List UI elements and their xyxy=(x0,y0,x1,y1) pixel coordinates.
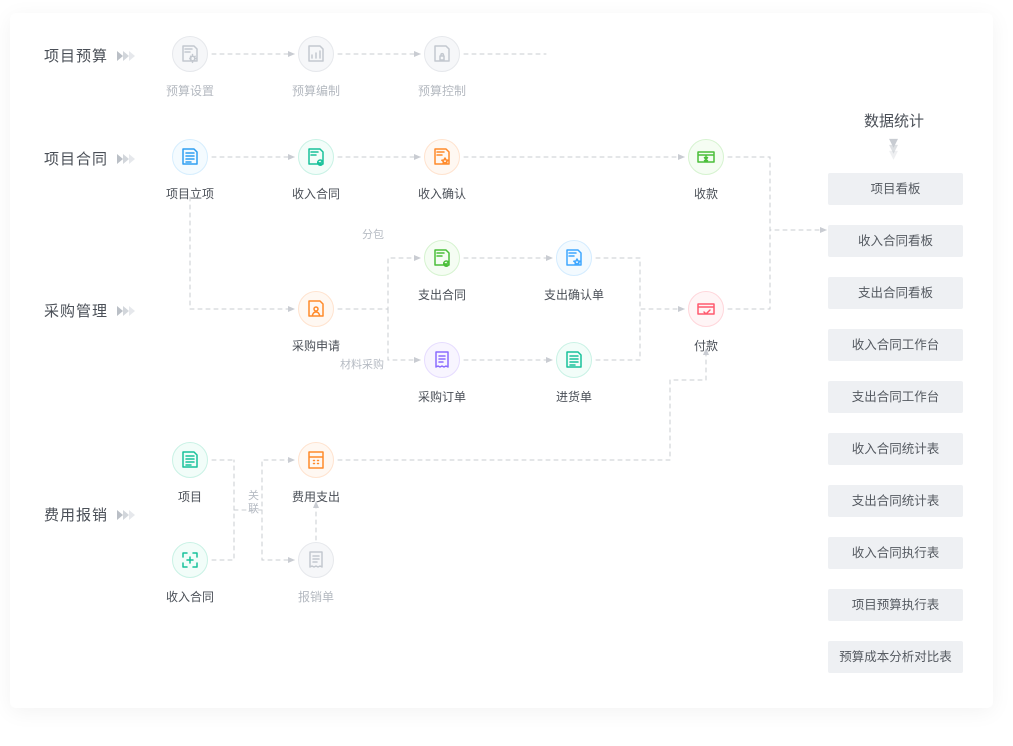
doc-check-icon xyxy=(298,139,334,175)
pay-icon xyxy=(688,291,724,327)
doc-chart-icon xyxy=(298,36,334,72)
node-expend-cf[interactable]: 支出确认单 xyxy=(538,240,610,303)
doc-list-icon xyxy=(556,342,592,378)
doc-star-icon xyxy=(556,240,592,276)
node-label: 收入合同 xyxy=(280,185,352,202)
node-label: 付款 xyxy=(670,337,742,354)
calc-icon xyxy=(298,442,334,478)
doc-user-icon xyxy=(298,291,334,327)
node-label: 预算设置 xyxy=(154,82,226,99)
node-label: 支出合同 xyxy=(406,286,478,303)
node-exp-spend[interactable]: 费用支出 xyxy=(280,442,352,505)
pointer-icon xyxy=(117,48,141,64)
node-payment[interactable]: 付款 xyxy=(670,291,742,354)
section-label-purchase: 采购管理 xyxy=(44,300,108,321)
stat-button[interactable]: 预算成本分析对比表 xyxy=(828,641,963,673)
stat-button[interactable]: 收入合同看板 xyxy=(828,225,963,257)
stat-button[interactable]: 收入合同统计表 xyxy=(828,433,963,465)
node-goods-in[interactable]: 进货单 xyxy=(538,342,610,405)
stat-button[interactable]: 收入合同执行表 xyxy=(828,537,963,569)
doc-star-icon xyxy=(424,139,460,175)
stat-button[interactable]: 项目看板 xyxy=(828,173,963,205)
node-expend-ct[interactable]: 支出合同 xyxy=(406,240,478,303)
doc-lock-icon xyxy=(424,36,460,72)
node-label: 报销单 xyxy=(280,588,352,605)
node-budget-make[interactable]: 预算编制 xyxy=(280,36,352,99)
section-label-budget: 项目预算 xyxy=(44,45,108,66)
annotation: 关联 xyxy=(248,490,260,516)
node-label: 收入合同 xyxy=(154,588,226,605)
pointer-icon xyxy=(117,151,141,167)
section-label-contract: 项目合同 xyxy=(44,148,108,169)
node-label: 采购订单 xyxy=(406,388,478,405)
node-label: 进货单 xyxy=(538,388,610,405)
money-icon xyxy=(688,139,724,175)
scan-icon xyxy=(172,542,208,578)
node-label: 收款 xyxy=(670,185,742,202)
doc-list-icon xyxy=(172,442,208,478)
node-label: 支出确认单 xyxy=(538,286,610,303)
stat-button[interactable]: 收入合同工作台 xyxy=(828,329,963,361)
node-label: 采购申请 xyxy=(280,337,352,354)
chevron-down-icon: ▾▾▾ xyxy=(889,135,898,161)
node-reimb[interactable]: 报销单 xyxy=(280,542,352,605)
stat-button[interactable]: 支出合同统计表 xyxy=(828,485,963,517)
node-label: 收入确认 xyxy=(406,185,478,202)
node-label: 预算编制 xyxy=(280,82,352,99)
node-income-ct2[interactable]: 收入合同 xyxy=(154,542,226,605)
receipt-icon xyxy=(424,342,460,378)
node-income-cf[interactable]: 收入确认 xyxy=(406,139,478,202)
node-label: 费用支出 xyxy=(280,488,352,505)
stat-button[interactable]: 支出合同工作台 xyxy=(828,381,963,413)
pointer-icon xyxy=(117,507,141,523)
stat-button[interactable]: 支出合同看板 xyxy=(828,277,963,309)
node-label: 项目立项 xyxy=(154,185,226,202)
node-budget-set[interactable]: 预算设置 xyxy=(154,36,226,99)
node-label: 项目 xyxy=(154,488,226,505)
node-project[interactable]: 项目 xyxy=(154,442,226,505)
doc-list-icon xyxy=(172,139,208,175)
node-proj-init[interactable]: 项目立项 xyxy=(154,139,226,202)
doc-gear-icon xyxy=(172,36,208,72)
node-receive[interactable]: 收款 xyxy=(670,139,742,202)
node-purch-ord[interactable]: 采购订单 xyxy=(406,342,478,405)
node-purch-req[interactable]: 采购申请 xyxy=(280,291,352,354)
annotation: 分包 xyxy=(362,226,384,242)
section-label-expense: 费用报销 xyxy=(44,504,108,525)
annotation: 材料采购 xyxy=(340,356,384,372)
receipt-icon xyxy=(298,542,334,578)
node-label: 预算控制 xyxy=(406,82,478,99)
node-income-ct[interactable]: 收入合同 xyxy=(280,139,352,202)
stat-button[interactable]: 项目预算执行表 xyxy=(828,589,963,621)
pointer-icon xyxy=(117,303,141,319)
node-budget-ctrl[interactable]: 预算控制 xyxy=(406,36,478,99)
doc-check-icon xyxy=(424,240,460,276)
stats-title: 数据统计 xyxy=(864,110,924,131)
